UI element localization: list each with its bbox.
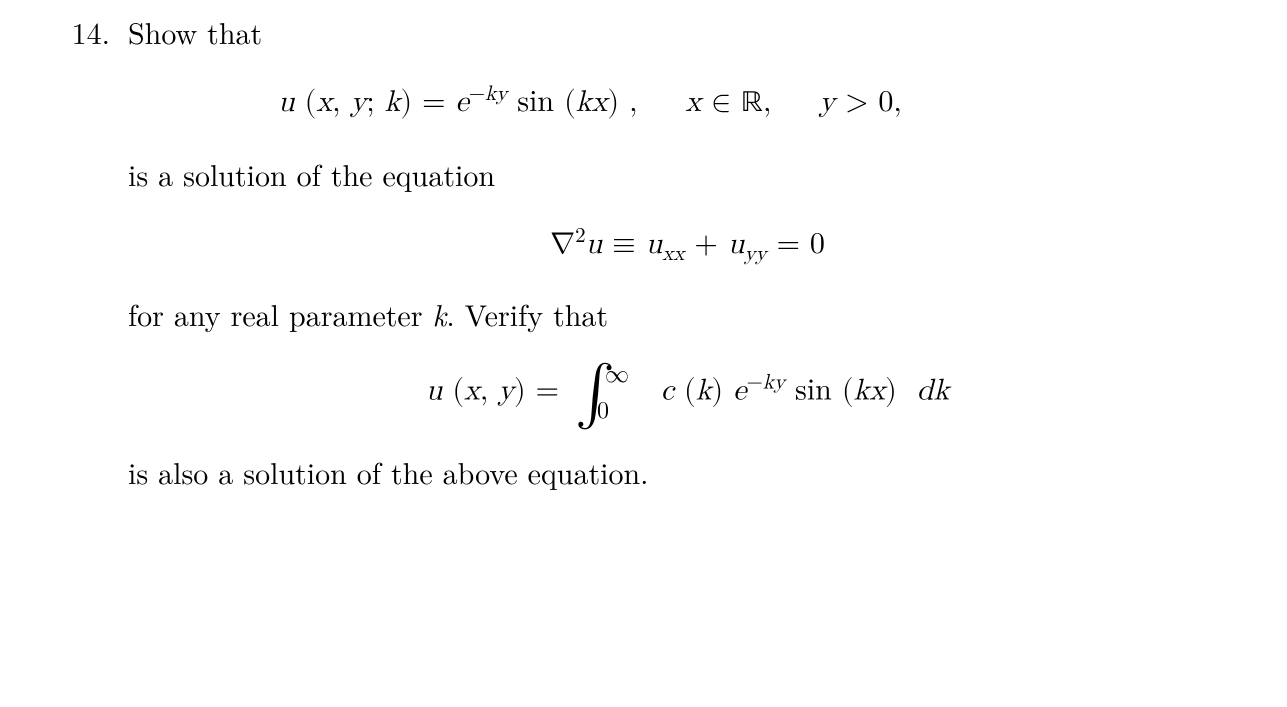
eq3-lpar3: ( <box>842 375 854 405</box>
eq3-exp-minus: − <box>747 372 763 393</box>
eq3-c: c <box>661 375 674 405</box>
integral: ∫ ∞ 0 <box>575 363 615 423</box>
eq3-exp-k: k <box>763 372 774 393</box>
prose3-a: for any real parameter <box>128 292 433 335</box>
prose-line-2: is a solution of the equation <box>128 153 1247 195</box>
eq3-rpar: ) <box>514 375 526 405</box>
eq1-semi: ; <box>366 87 384 117</box>
eq1-exp-k: k <box>485 84 496 105</box>
equation-2: ∇2u ≡ uxx + uyy = 0 <box>128 223 1247 265</box>
eq1-gt: > <box>835 87 878 117</box>
eq1-exp-y: y <box>496 84 507 105</box>
integral-upper: ∞ <box>605 359 629 393</box>
eq1-lpar: ( <box>305 87 317 117</box>
eq3-k2: k <box>933 375 949 405</box>
eq2-u2: u <box>646 229 663 259</box>
eq3-rpar3: ) <box>885 375 897 405</box>
eq3-exp-y: y <box>774 372 785 393</box>
eq2-xx: xx <box>662 244 684 265</box>
equation-1: u (x, y; k) = e−ky sin (kx) , x ∈ ℝ, y >… <box>128 81 1247 125</box>
prose-line-1: Show that <box>128 11 1247 53</box>
prose3-b: . Verify that <box>446 292 608 335</box>
eq3-x: x <box>464 375 480 405</box>
page: 14. Show that u (x, y; k) = e−ky sin (kx… <box>0 0 1287 707</box>
eq3-kx-x: x <box>869 375 885 405</box>
eq2-nabla: ∇ <box>550 229 575 259</box>
prose-line-3: for any real parameter k. Verify that <box>128 293 1247 335</box>
eq3-sin: sin <box>795 375 842 405</box>
eq3-k: k <box>696 375 712 405</box>
eq1-kx-x: x <box>592 87 608 117</box>
eq3-lpar2: ( <box>684 375 696 405</box>
eq1-R: ℝ <box>741 89 763 119</box>
eq1-comma2: , <box>629 87 637 117</box>
eq2-eq: = <box>777 229 810 259</box>
eq2-plus: + <box>694 229 727 259</box>
eq2-zero: 0 <box>810 229 825 259</box>
eq1-exp-minus: − <box>469 84 485 105</box>
problem-number: 14. <box>40 10 128 53</box>
eq1-eq: = <box>422 87 455 117</box>
eq2-u3: u <box>728 229 745 259</box>
eq1-lpar2: ( <box>564 87 576 117</box>
prose-line-4: is also a solution of the above equation… <box>128 451 1247 493</box>
eq1-kx-k: k <box>576 87 592 117</box>
eq3-rpar2: ) <box>712 375 724 405</box>
eq3-lpar: ( <box>452 375 464 405</box>
eq2-u: u <box>586 229 603 259</box>
eq3-u: u <box>426 375 443 405</box>
problem-body: Show that u (x, y; k) = e−ky sin (kx) , … <box>128 11 1247 493</box>
eq1-in: ∈ <box>701 87 741 117</box>
eq1-exp: −ky <box>469 84 508 105</box>
eq1-x: x <box>316 87 332 117</box>
problem-row: 14. Show that u (x, y; k) = e−ky sin (kx… <box>40 10 1247 493</box>
eq1-u: u <box>278 87 295 117</box>
eq1-sin: sin <box>517 87 564 117</box>
eq3-e: e <box>733 375 746 405</box>
eq3-kx-k: k <box>853 375 869 405</box>
eq1-comma1: , <box>332 87 350 117</box>
integral-lower: 0 <box>597 395 609 429</box>
eq1-y2: y <box>819 87 835 117</box>
eq1-comma3: , <box>763 87 771 117</box>
eq3-exp: −ky <box>747 372 786 393</box>
eq1-zero: 0, <box>878 87 901 117</box>
eq2-sq: 2 <box>575 226 586 247</box>
eq2-equiv: ≡ <box>612 229 645 259</box>
eq1-y: y <box>350 87 366 117</box>
equation-3: u (x, y) = ∫ ∞ 0 c (k) e−ky sin (kx) dk <box>128 363 1247 423</box>
eq3-d: d <box>917 375 934 405</box>
eq3-eq: = <box>536 375 569 405</box>
eq1-rpar2: ) <box>607 87 619 117</box>
eq3-comma: , <box>480 375 498 405</box>
prose3-var-k: k <box>433 292 447 335</box>
eq2-yy: yy <box>744 244 766 265</box>
eq1-k: k <box>385 87 401 117</box>
eq1-x2: x <box>685 87 701 117</box>
eq3-y: y <box>498 375 514 405</box>
eq1-rpar: ) <box>400 87 412 117</box>
eq1-e: e <box>455 87 468 117</box>
